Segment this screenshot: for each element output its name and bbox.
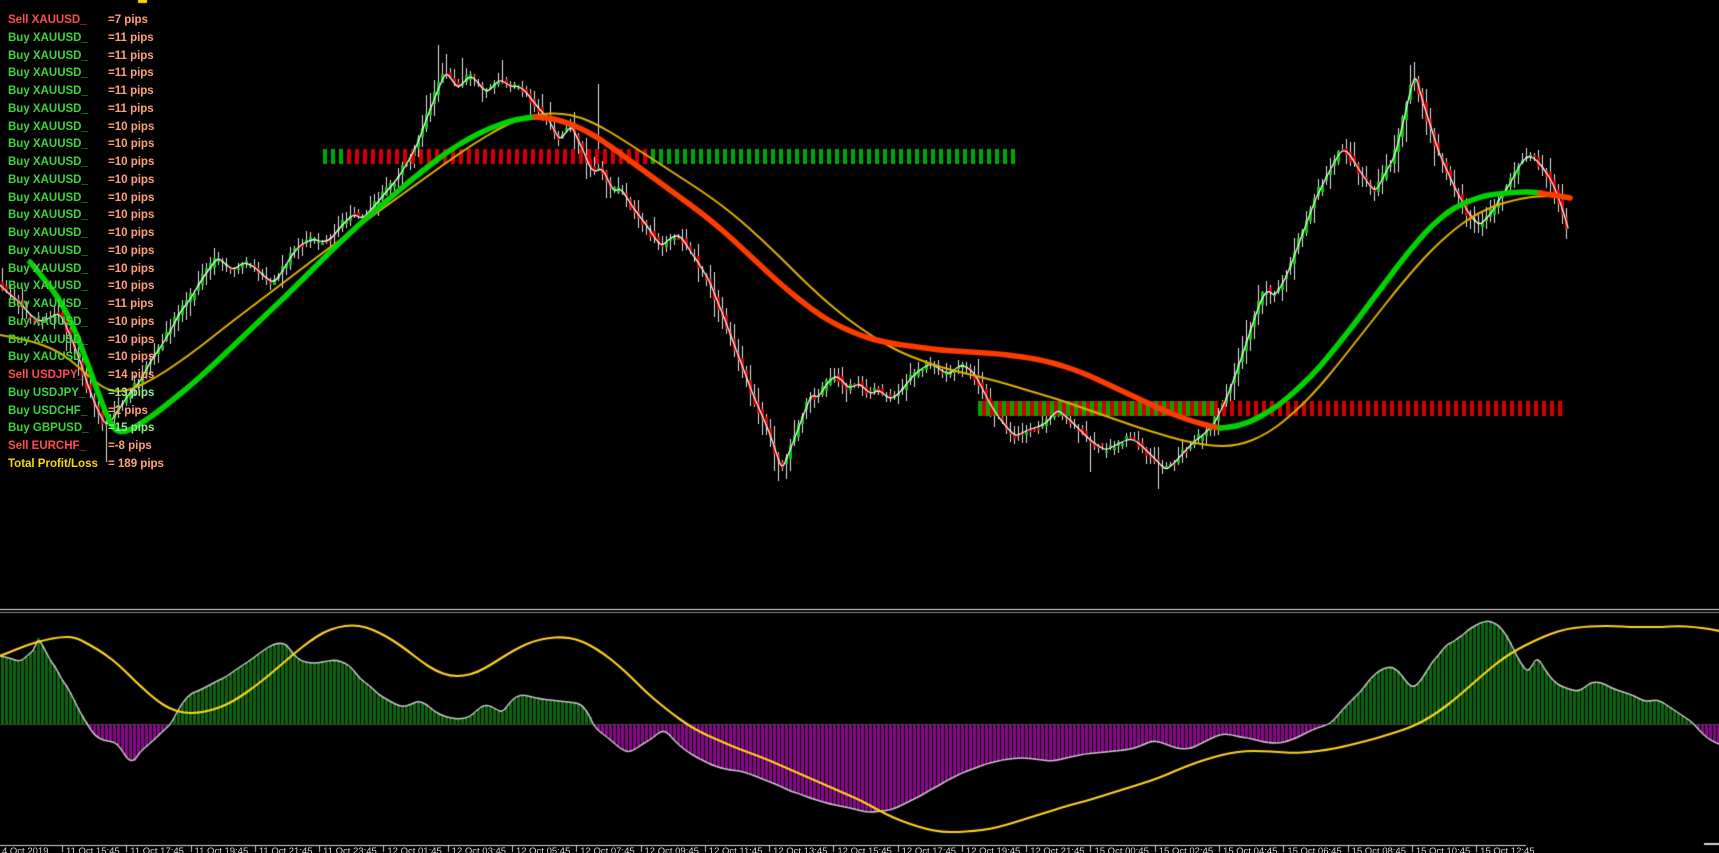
trading-chart-window: Sell XAUUSD_ =7 pips Buy XAUUSD_ =11 pips Bu… bbox=[0, 0, 1719, 853]
chart-canvas[interactable] bbox=[0, 0, 1719, 853]
